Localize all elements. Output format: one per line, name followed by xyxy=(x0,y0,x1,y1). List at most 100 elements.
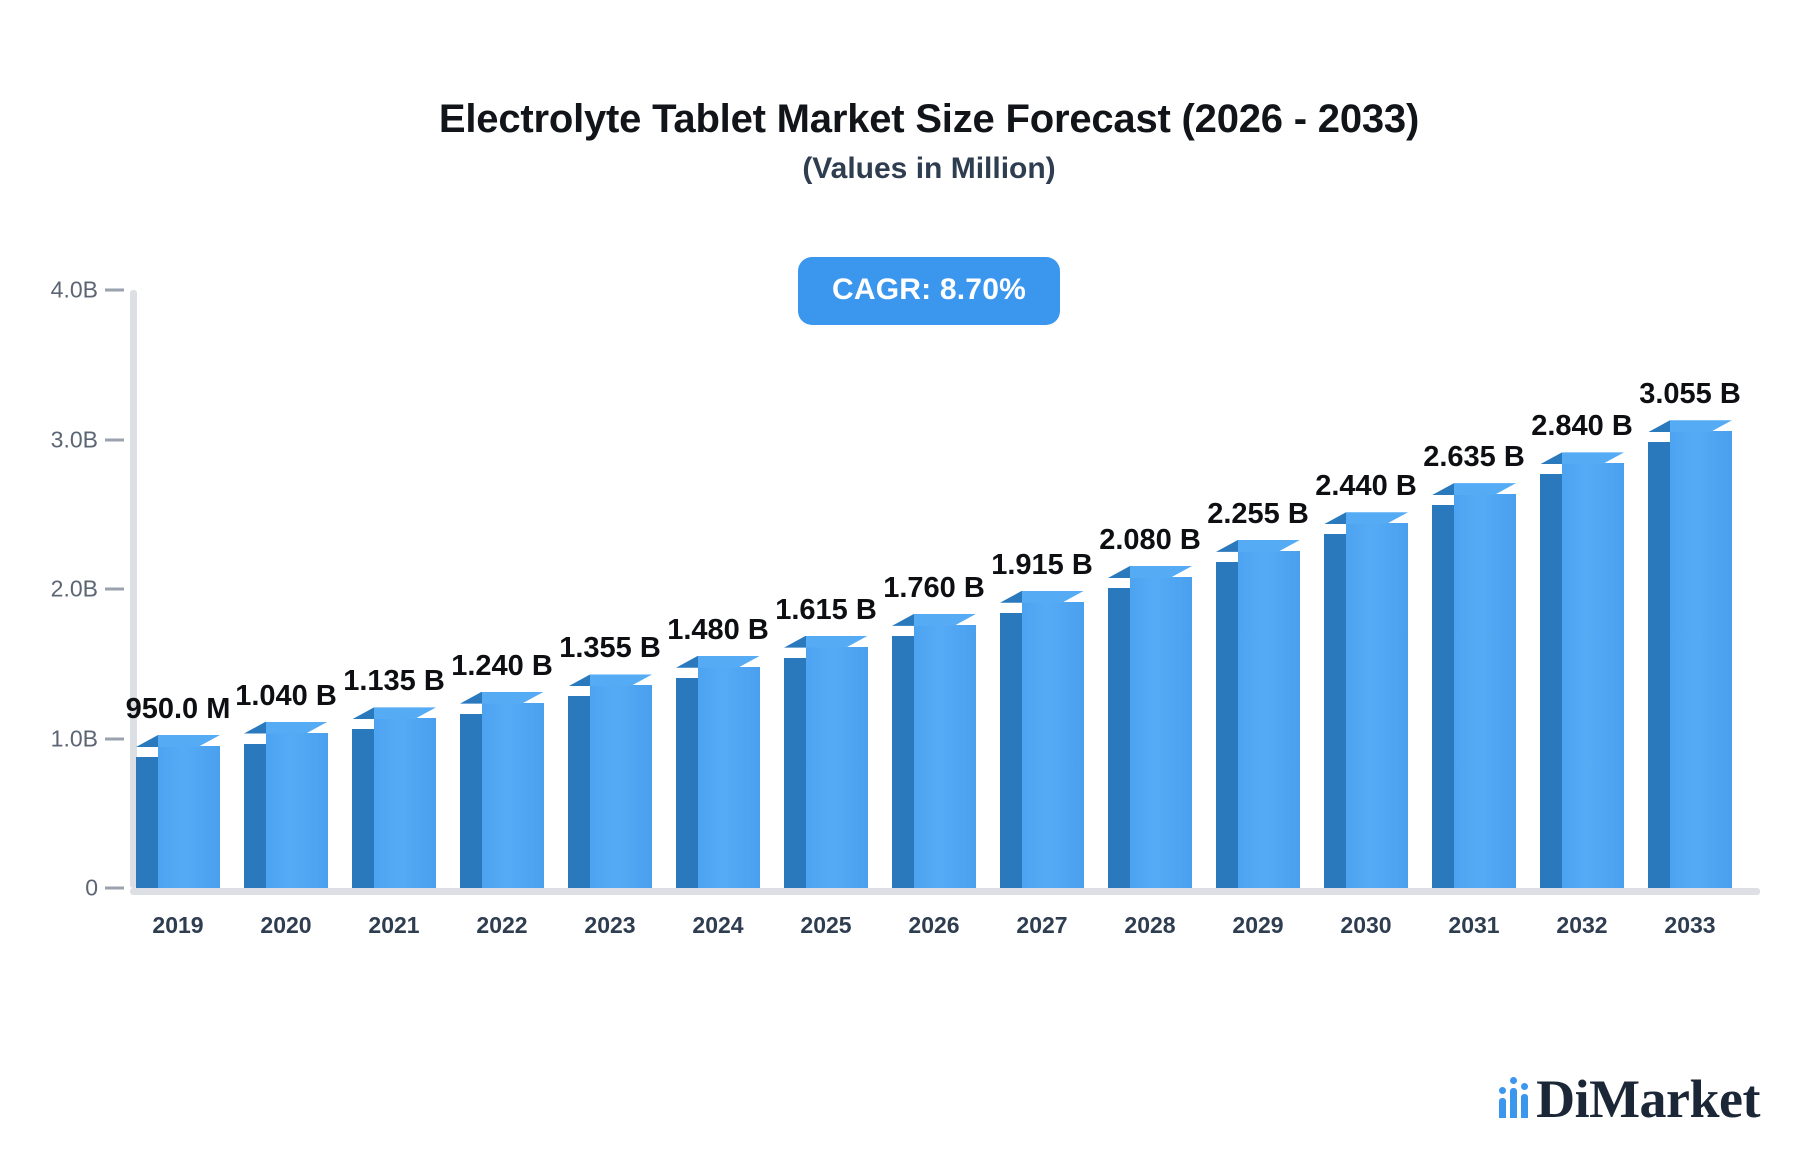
bar-value-label: 950.0 M xyxy=(125,692,231,725)
bar-top-face xyxy=(1540,452,1624,465)
x-axis-tick-label: 2031 xyxy=(1448,912,1500,938)
x-axis-tick-label: 2025 xyxy=(800,912,852,938)
bar-top-face xyxy=(1108,566,1192,579)
bar-side-face xyxy=(460,713,482,888)
logo-bar-1 xyxy=(1499,1087,1507,1118)
bar[interactable]: 1.240 B xyxy=(451,651,553,888)
bar-front-face xyxy=(266,732,328,888)
bar-front-face xyxy=(374,718,436,888)
y-axis-tick-label: 1.0B xyxy=(50,725,98,751)
x-axis-tick-label: 2023 xyxy=(584,912,636,938)
bar[interactable]: 1.480 B xyxy=(667,615,769,888)
bar-value-label: 2.840 B xyxy=(1531,410,1633,443)
chart-subtitle: (Values in Million) xyxy=(802,152,1056,185)
y-axis-tick-label: 4.0B xyxy=(50,276,98,303)
bar-top-face xyxy=(352,707,436,720)
bar-top-face xyxy=(1216,539,1300,552)
bar[interactable]: 2.440 B xyxy=(1315,472,1417,888)
x-axis-tick-label: 2030 xyxy=(1340,912,1392,938)
y-axis-tick-label: 0 xyxy=(85,874,98,901)
y-axis-tick-mark xyxy=(105,587,124,591)
bar[interactable]: 2.255 B xyxy=(1207,499,1309,888)
bar-value-label: 1.135 B xyxy=(343,665,445,698)
y-axis-tick-mark xyxy=(105,438,124,441)
x-axis-tick-label: 2027 xyxy=(1016,912,1068,938)
bar-front-face xyxy=(1346,523,1408,888)
bar[interactable]: 1.615 B xyxy=(775,595,877,888)
bar-top-face xyxy=(1648,420,1732,433)
bar-front-face xyxy=(1670,431,1732,888)
bar-side-face xyxy=(1432,505,1454,888)
bar[interactable]: 2.080 B xyxy=(1099,526,1201,888)
bar-side-face xyxy=(676,677,698,888)
x-axis-tick-label: 2019 xyxy=(152,912,204,938)
bar-top-face xyxy=(568,674,652,687)
bar-value-label: 3.055 B xyxy=(1639,378,1741,411)
y-axis-tick-label: 2.0B xyxy=(50,575,98,602)
title-block: Electrolyte Tablet Market Size Forecast … xyxy=(0,96,1800,187)
bar[interactable]: 1.915 B xyxy=(991,550,1093,888)
bar[interactable]: 950.0 M xyxy=(126,694,230,888)
bar-front-face xyxy=(1454,494,1516,888)
bar-side-face xyxy=(244,743,266,888)
x-axis-tick-label: 2028 xyxy=(1124,912,1176,938)
bar-front-face xyxy=(1130,577,1192,888)
cagr-badge: CAGR: 8.70% xyxy=(798,257,1060,325)
bar-top-face xyxy=(784,635,868,648)
logo-text: DiMarket xyxy=(1536,1069,1760,1129)
bar[interactable]: 3.055 B xyxy=(1639,380,1741,888)
y-axis-tick-mark xyxy=(105,886,124,890)
bar-front-face xyxy=(590,685,652,888)
bar-chart-icon xyxy=(1499,1077,1529,1126)
bar-value-label: 2.635 B xyxy=(1423,441,1525,474)
y-axis-tick-label: 3.0B xyxy=(50,426,98,452)
bar[interactable]: 2.840 B xyxy=(1531,412,1633,888)
bar[interactable]: 1.760 B xyxy=(883,573,985,888)
y-axis-tick-mark xyxy=(105,288,124,292)
bar-top-face xyxy=(244,721,328,734)
bar[interactable]: 2.635 B xyxy=(1423,443,1525,888)
bar-side-face xyxy=(784,657,806,888)
bar-front-face xyxy=(698,666,760,888)
bar-top-face xyxy=(136,734,220,747)
x-axis-tick-label: 2032 xyxy=(1556,912,1608,938)
bar-top-face xyxy=(892,613,976,626)
bar-side-face xyxy=(1000,612,1022,888)
bar-front-face xyxy=(1238,550,1300,888)
chart-title: Electrolyte Tablet Market Size Forecast … xyxy=(438,97,1420,141)
bar-value-label: 1.240 B xyxy=(451,649,553,682)
x-axis-tick-label: 2024 xyxy=(692,912,744,938)
bar[interactable]: 1.355 B xyxy=(559,634,661,888)
bar-side-face xyxy=(568,696,590,888)
logo-bar-3 xyxy=(1521,1083,1529,1118)
bar-value-label: 1.480 B xyxy=(667,613,769,646)
bar-top-face xyxy=(1432,483,1516,496)
x-axis-tick-label: 2033 xyxy=(1664,912,1716,938)
bar-side-face xyxy=(1540,474,1562,888)
bar-front-face xyxy=(1022,601,1084,888)
bar-side-face xyxy=(352,729,374,888)
bar-front-face xyxy=(914,624,976,888)
bar-side-face xyxy=(1324,534,1346,888)
bar[interactable]: 1.135 B xyxy=(343,667,445,888)
bar-front-face xyxy=(158,745,220,888)
x-axis-tick-label: 2026 xyxy=(908,912,960,938)
x-axis-tick-label: 2022 xyxy=(476,912,528,938)
bar-side-face xyxy=(1648,442,1670,888)
bar-front-face xyxy=(806,646,868,888)
bar-value-label: 2.440 B xyxy=(1315,470,1417,503)
bar-front-face xyxy=(1562,463,1624,888)
bar-value-label: 2.080 B xyxy=(1099,524,1201,557)
bar-value-label: 1.040 B xyxy=(235,679,337,712)
bar[interactable]: 1.040 B xyxy=(235,681,337,888)
bar-top-face xyxy=(460,691,544,704)
y-axis-spine xyxy=(130,290,137,888)
y-axis-tick-mark xyxy=(105,737,124,740)
bar-side-face xyxy=(892,635,914,888)
bar-value-label: 1.355 B xyxy=(559,632,661,665)
bar-front-face xyxy=(482,702,544,888)
logo-bar-2 xyxy=(1510,1077,1518,1118)
x-axis-tick-label: 2021 xyxy=(368,912,420,938)
